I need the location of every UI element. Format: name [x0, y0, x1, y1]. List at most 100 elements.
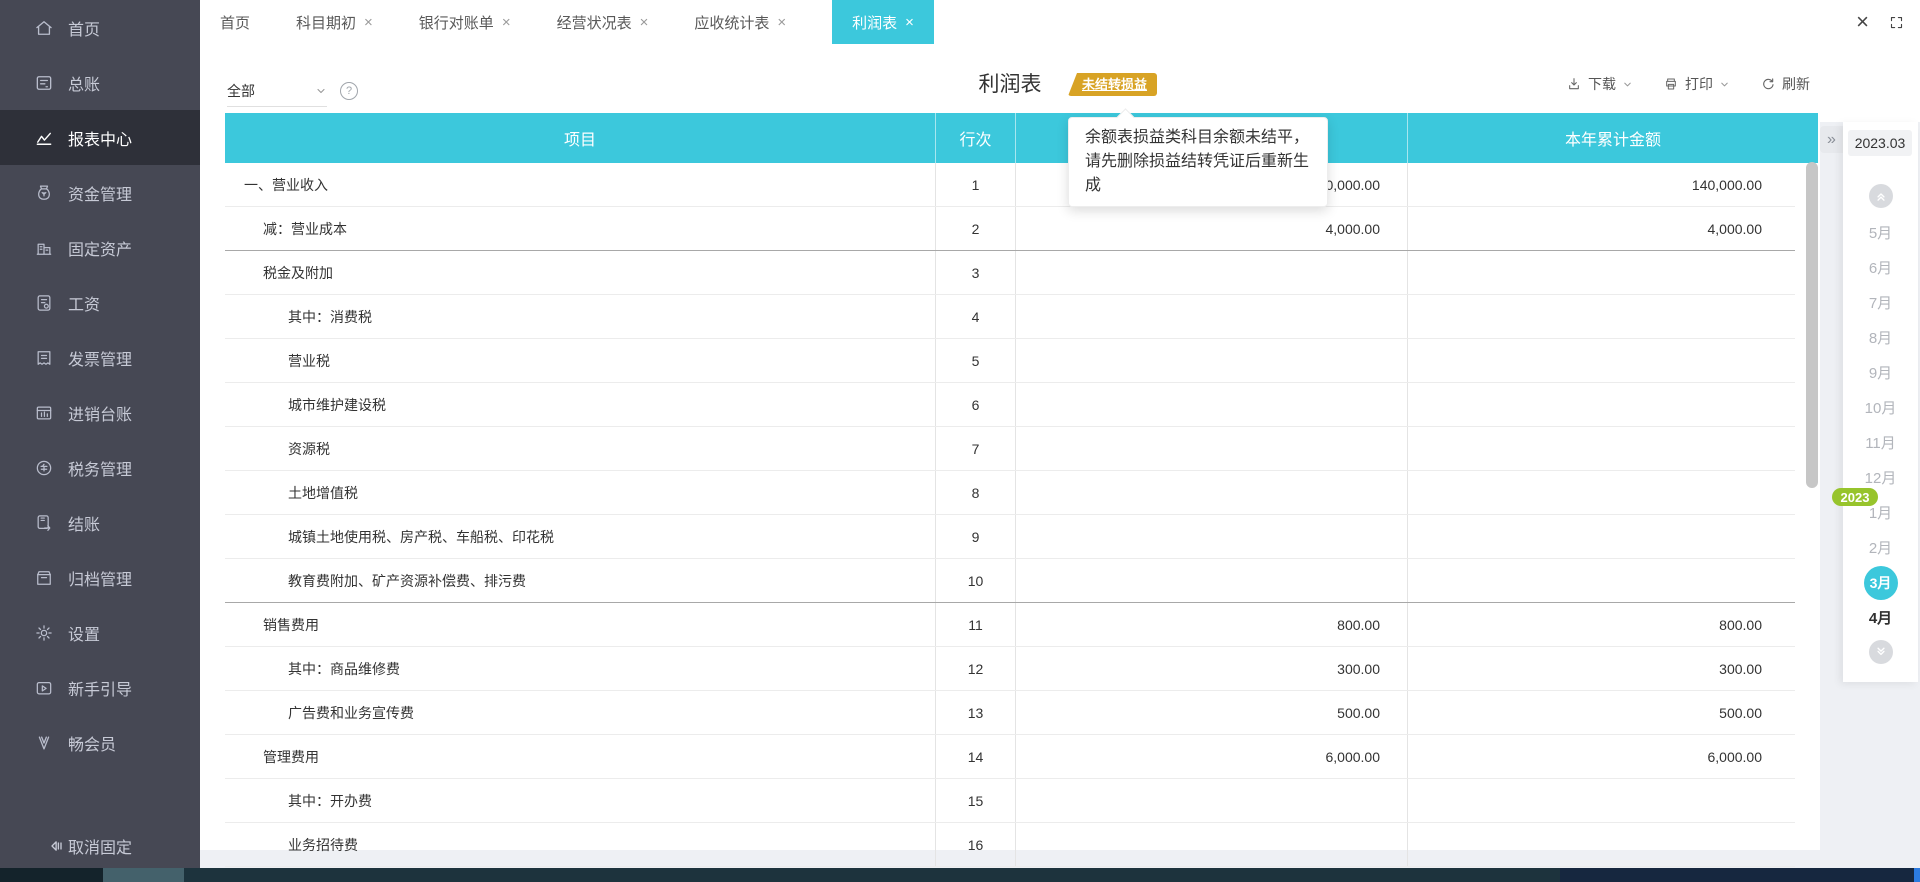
header-ytd: 本年累计金额 — [1407, 113, 1818, 163]
unpin-sidebar-button[interactable]: 取消固定 — [0, 826, 200, 866]
sidebar-item[interactable]: 归档管理 — [0, 550, 200, 605]
table-row[interactable]: 城镇土地使用税、房产税、车船税、印花税 9 — [225, 515, 1795, 559]
months-scroll-down-button[interactable] — [1869, 640, 1893, 664]
sidebar-item[interactable]: 总账 — [0, 55, 200, 110]
row-item-label: 业务招待费 — [288, 836, 358, 853]
row-number: 13 — [935, 691, 1015, 734]
collapse-period-panel-button[interactable]: » — [1820, 126, 1843, 153]
tab-label: 首页 — [220, 14, 251, 32]
month-label: 7月 — [1868, 295, 1893, 312]
tab-close-icon[interactable]: × — [501, 13, 511, 31]
tab[interactable]: 科目期初 × — [296, 0, 373, 44]
month-item[interactable]: 12月 — [1843, 460, 1918, 495]
sidebar-item[interactable]: 结账 — [0, 495, 200, 550]
row-monthly-value: 800.00 — [1015, 603, 1407, 646]
tab[interactable]: 经营状况表 × — [557, 0, 649, 44]
table-row[interactable]: 教育费附加、矿产资源补偿费、排污费 10 — [225, 559, 1795, 603]
month-item[interactable]: 6月 — [1843, 250, 1918, 285]
table-row[interactable]: 城市维护建设税 6 — [225, 383, 1795, 427]
tab-close-icon[interactable]: × — [777, 13, 787, 31]
month-label: 12月 — [1864, 470, 1897, 487]
row-item-label: 其中：商品维修费 — [288, 660, 400, 677]
window-close-icon[interactable]: × — [1856, 9, 1869, 34]
report-scope-value: 全部 — [227, 83, 255, 99]
sidebar-menu: 首页 总账 报表中心 资金管理 — [0, 0, 200, 770]
month-item[interactable]: 10月 — [1843, 390, 1918, 425]
sidebar-item[interactable]: 新手引导 — [0, 660, 200, 715]
table-row[interactable]: 一、营业收入 1 140,000.00 140,000.00 — [225, 163, 1795, 207]
row-number: 5 — [935, 339, 1015, 382]
vertical-scrollbar-thumb[interactable] — [1806, 162, 1818, 488]
tab[interactable]: 应收统计表 × — [694, 0, 786, 44]
month-label: 10月 — [1864, 400, 1897, 417]
row-number: 7 — [935, 427, 1015, 470]
months-scroll-up-button[interactable] — [1869, 184, 1893, 208]
sidebar-item[interactable]: 畅会员 — [0, 715, 200, 770]
row-ytd-value — [1407, 515, 1795, 558]
help-icon[interactable]: ? — [340, 82, 358, 100]
sidebar-item-label: 首页 — [68, 21, 101, 39]
month-item[interactable]: 4月 — [1843, 600, 1918, 635]
table-row[interactable]: 减：营业成本 2 4,000.00 4,000.00 — [225, 207, 1795, 251]
table-row[interactable]: 土地增值税 8 — [225, 471, 1795, 515]
table-row[interactable]: 其中：开办费 15 — [225, 779, 1795, 823]
table-row[interactable]: 业务招待费 16 — [225, 823, 1795, 867]
fullscreen-icon[interactable] — [1889, 15, 1904, 30]
tab[interactable]: 利润表 × — [832, 0, 934, 44]
row-number: 3 — [935, 251, 1015, 294]
month-item[interactable]: 7月 — [1843, 285, 1918, 320]
window-controls: × — [1856, 0, 1920, 44]
row-monthly-value — [1015, 427, 1407, 470]
table-row[interactable]: 资源税 7 — [225, 427, 1795, 471]
sidebar-item[interactable]: 首页 — [0, 0, 200, 55]
refresh-button[interactable]: 刷新 — [1760, 74, 1810, 94]
sidebar-item[interactable]: 资金管理 — [0, 165, 200, 220]
row-item-label: 其中：开办费 — [288, 792, 372, 809]
print-button[interactable]: 打印 — [1663, 74, 1730, 94]
download-button[interactable]: 下载 — [1566, 74, 1633, 94]
month-item[interactable]: 1月 — [1843, 495, 1918, 530]
toolbar-actions: 下载 打印 刷新 — [1566, 74, 1810, 94]
table-row[interactable]: 其中：商品维修费 12 300.00 300.00 — [225, 647, 1795, 691]
month-item[interactable]: 5月 — [1843, 215, 1918, 250]
month-item[interactable]: 8月 — [1843, 320, 1918, 355]
table-row[interactable]: 营业税 5 — [225, 339, 1795, 383]
hscrollbar-thumb[interactable] — [103, 868, 184, 882]
table-row[interactable]: 销售费用 11 800.00 800.00 — [225, 603, 1795, 647]
sidebar-item-label: 新手引导 — [68, 681, 133, 699]
sidebar-item[interactable]: 报表中心 — [0, 110, 200, 165]
sidebar-item-icon — [34, 18, 54, 38]
sidebar-item[interactable]: 工资 — [0, 275, 200, 330]
row-monthly-value: 500.00 — [1015, 691, 1407, 734]
row-number: 14 — [935, 735, 1015, 778]
table-row[interactable]: 税金及附加 3 — [225, 251, 1795, 295]
tab[interactable]: 首页 — [220, 0, 250, 44]
report-scope-select[interactable]: 全部 — [227, 76, 327, 107]
tab[interactable]: 银行对账单 × — [419, 0, 511, 44]
horizontal-scrollbar[interactable] — [0, 868, 1920, 882]
table-row[interactable]: 广告费和业务宣传费 13 500.00 500.00 — [225, 691, 1795, 735]
month-item[interactable]: 2月 — [1843, 530, 1918, 565]
table-row[interactable]: 管理费用 14 6,000.00 6,000.00 — [225, 735, 1795, 779]
month-item[interactable]: 9月 — [1843, 355, 1918, 390]
tab-close-icon[interactable]: × — [364, 13, 373, 31]
sidebar-item[interactable]: 设置 — [0, 605, 200, 660]
tab-close-icon[interactable]: × — [639, 13, 649, 31]
period-selector[interactable]: 2023.03 — [1848, 130, 1912, 156]
sidebar-item-icon — [34, 293, 54, 313]
row-item-label: 土地增值税 — [288, 484, 358, 501]
row-monthly-value — [1015, 339, 1407, 382]
month-item[interactable]: 11月 — [1843, 425, 1918, 460]
tab-close-icon[interactable]: × — [905, 13, 914, 31]
row-number: 6 — [935, 383, 1015, 426]
sidebar-item[interactable]: 进销台账 — [0, 385, 200, 440]
sidebar-item[interactable]: 税务管理 — [0, 440, 200, 495]
month-label: 4月 — [1868, 610, 1893, 627]
row-monthly-value — [1015, 295, 1407, 338]
sidebar-item[interactable]: 固定资产 — [0, 220, 200, 275]
sidebar-item-icon — [34, 238, 54, 258]
table-row[interactable]: 其中：消费税 4 — [225, 295, 1795, 339]
sidebar-item[interactable]: 发票管理 — [0, 330, 200, 385]
month-item[interactable]: 3月 — [1843, 565, 1918, 600]
sidebar-item-label: 设置 — [68, 626, 101, 644]
